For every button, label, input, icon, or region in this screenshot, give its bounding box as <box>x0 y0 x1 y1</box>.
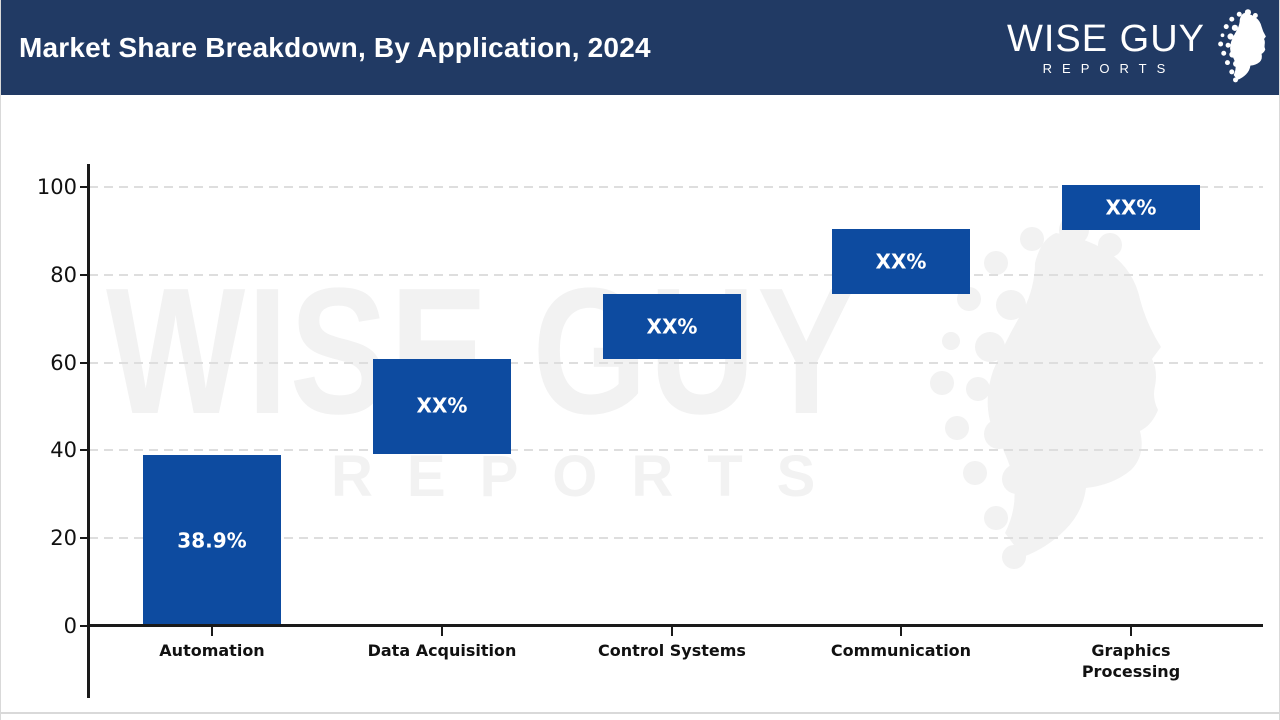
y-axis-line <box>87 164 90 698</box>
y-tick-label-20: 20 <box>50 526 77 551</box>
category-label-4: Graphics Processing <box>1081 641 1181 681</box>
bar-value-label: XX% <box>416 394 468 419</box>
bar-value-label: XX% <box>646 314 698 339</box>
gridline-80 <box>89 273 1263 276</box>
y-tick-80 <box>80 273 88 276</box>
y-tick-0 <box>80 625 88 627</box>
logo-text: WISE GUY REPORTS <box>1007 20 1205 75</box>
bar-communication: XX% <box>832 229 970 295</box>
x-tick-3 <box>900 627 902 636</box>
bar-graphics-processing: XX% <box>1062 185 1200 230</box>
bar-value-label: 38.9% <box>177 528 247 553</box>
logo-wordmark: WISE GUY <box>1006 18 1205 60</box>
footer-rule <box>1 712 1279 714</box>
x-tick-2 <box>671 627 673 636</box>
y-tick-40 <box>80 449 88 452</box>
gridline-20 <box>89 537 1263 540</box>
category-label-1: Data Acquisition <box>367 641 517 660</box>
page-title: Market Share Breakdown, By Application, … <box>19 31 651 63</box>
bar-control-systems: XX% <box>603 294 741 360</box>
gridline-100 <box>89 186 1263 188</box>
watermark-head-icon <box>930 215 1161 569</box>
y-tick-label-80: 80 <box>50 262 77 287</box>
x-tick-4 <box>1130 627 1132 636</box>
y-tick-100 <box>80 186 88 188</box>
y-tick-label-0: 0 <box>63 614 77 638</box>
gridline-60 <box>89 361 1263 364</box>
bar-value-label: XX% <box>875 249 927 274</box>
header-bar: Market Share Breakdown, By Application, … <box>1 0 1279 95</box>
bar-value-label: XX% <box>1105 195 1157 220</box>
gridline-40 <box>89 449 1263 452</box>
wise-guy-reports-logo: WISE GUY REPORTS <box>1007 8 1279 88</box>
bar-chart: 0 20 40 60 80 100 38.9% Automation XX% Data Acqui… <box>1 95 1279 712</box>
x-axis-line <box>87 624 1263 627</box>
y-tick-label-40: 40 <box>50 438 77 463</box>
x-tick-0 <box>211 627 213 636</box>
y-tick-20 <box>80 537 88 540</box>
category-label-2: Control Systems <box>598 641 746 660</box>
category-label-0: Automation <box>159 641 265 660</box>
x-tick-1 <box>441 627 443 636</box>
y-tick-label-60: 60 <box>50 350 77 375</box>
y-tick-60 <box>80 361 88 364</box>
bar-automation: 38.9% <box>143 455 281 626</box>
y-tick-label-100: 100 <box>36 175 77 199</box>
bar-data-acquisition: XX% <box>373 359 511 454</box>
logo-head-icon <box>1218 8 1266 82</box>
category-label-3: Communication <box>830 641 972 660</box>
watermark-subtext: REPORTS <box>331 444 850 509</box>
logo-subtitle: REPORTS <box>1042 61 1176 76</box>
